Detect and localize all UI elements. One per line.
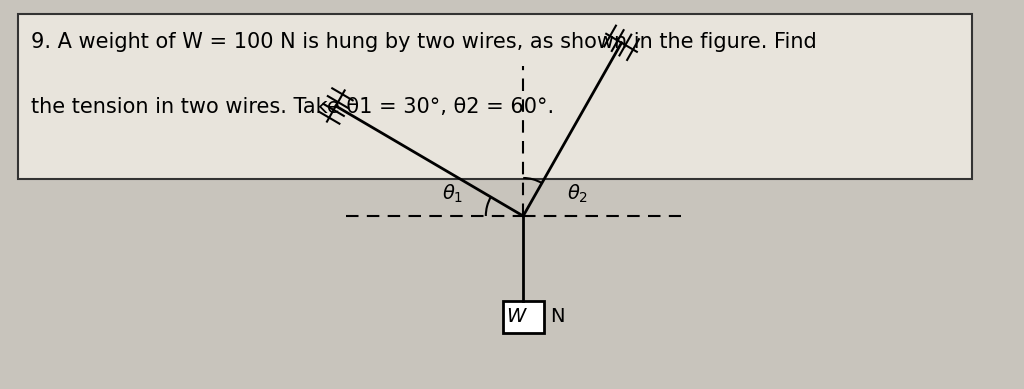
- Text: 9. A weight of W = 100 N is hung by two wires, as shown in the figure. Find: 9. A weight of W = 100 N is hung by two …: [32, 32, 817, 52]
- Text: $\theta_1$: $\theta_1$: [441, 183, 463, 205]
- Text: the tension in two wires. Take θ1 = 30°, θ2 = 60°.: the tension in two wires. Take θ1 = 30°,…: [32, 97, 555, 117]
- FancyBboxPatch shape: [17, 14, 972, 179]
- Bar: [503, 301, 544, 333]
- Text: N: N: [550, 307, 565, 326]
- Text: $\theta_2$: $\theta_2$: [566, 183, 588, 205]
- Text: W: W: [506, 307, 525, 326]
